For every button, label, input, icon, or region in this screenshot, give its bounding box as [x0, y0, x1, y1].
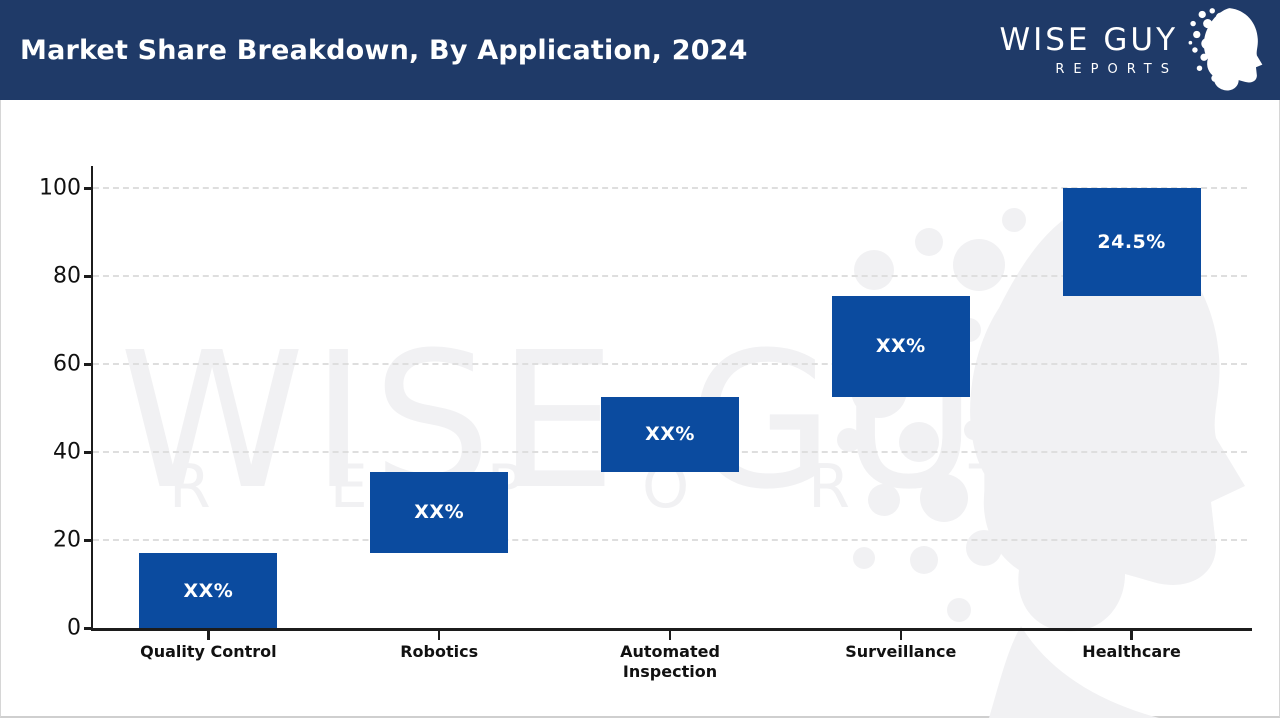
- watermark-face-profile-icon: [836, 208, 1245, 718]
- y-tick-label-60: 60: [53, 351, 81, 377]
- bar-automated-inspection: XX%: [601, 397, 739, 472]
- bar-value-label: XX%: [414, 501, 465, 524]
- y-tick-100: [84, 187, 93, 190]
- y-tick-label-80: 80: [53, 263, 81, 289]
- face-profile-logo-icon: [1188, 8, 1263, 91]
- brand-logo-wordmark: WISE GUY: [999, 21, 1178, 58]
- x-axis-line: [90, 628, 1252, 631]
- chart-canvas: WISE GUY R E P O R T S 0 20 40 60 80 100 XX% Qu…: [0, 100, 1280, 718]
- x-tick-2: [668, 631, 672, 640]
- gridline-y-20: [93, 539, 1247, 541]
- x-category-label: Healthcare: [1082, 642, 1181, 661]
- bar-robotics: XX%: [370, 471, 509, 554]
- bar-value-label: XX%: [183, 579, 234, 602]
- bar-healthcare: 24.5%: [1062, 188, 1201, 296]
- page-title: Market Share Breakdown, By Application, …: [20, 34, 748, 66]
- bar-surveillance: XX%: [831, 295, 970, 397]
- bar-quality-control: XX%: [139, 553, 278, 628]
- x-category-label: Robotics: [400, 642, 479, 661]
- y-tick-20: [84, 539, 93, 542]
- x-tick-3: [899, 631, 903, 640]
- x-tick-0: [207, 631, 210, 640]
- y-tick-label-0: 0: [67, 615, 81, 641]
- gridline-y-60: [93, 363, 1247, 365]
- gridline-y-100: [93, 187, 1247, 189]
- header-bar: Market Share Breakdown, By Application, …: [0, 0, 1280, 100]
- y-tick-40: [84, 451, 93, 454]
- y-tick-0: [84, 627, 93, 630]
- y-tick-60: [84, 363, 93, 366]
- x-tick-4: [1130, 631, 1133, 640]
- brand-logo: WISE GUY REPORTS: [999, 0, 1266, 100]
- y-tick-label-40: 40: [53, 439, 81, 465]
- x-category-label: Automated Inspection: [620, 642, 720, 681]
- y-axis-line: [90, 166, 93, 631]
- y-tick-label-100: 100: [39, 175, 81, 201]
- bar-value-label: XX%: [645, 423, 695, 446]
- brand-logo-text: WISE GUY REPORTS: [999, 21, 1178, 77]
- x-category-label: Surveillance: [845, 642, 957, 661]
- gridline-y-80: [93, 275, 1247, 277]
- x-tick-1: [437, 631, 441, 640]
- x-category-label: Quality Control: [140, 642, 277, 661]
- y-tick-80: [84, 275, 93, 278]
- bar-value-label: XX%: [875, 335, 926, 358]
- bar-value-label: 24.5%: [1097, 230, 1166, 253]
- brand-logo-subtitle: REPORTS: [1055, 61, 1178, 77]
- y-tick-label-20: 20: [53, 527, 81, 553]
